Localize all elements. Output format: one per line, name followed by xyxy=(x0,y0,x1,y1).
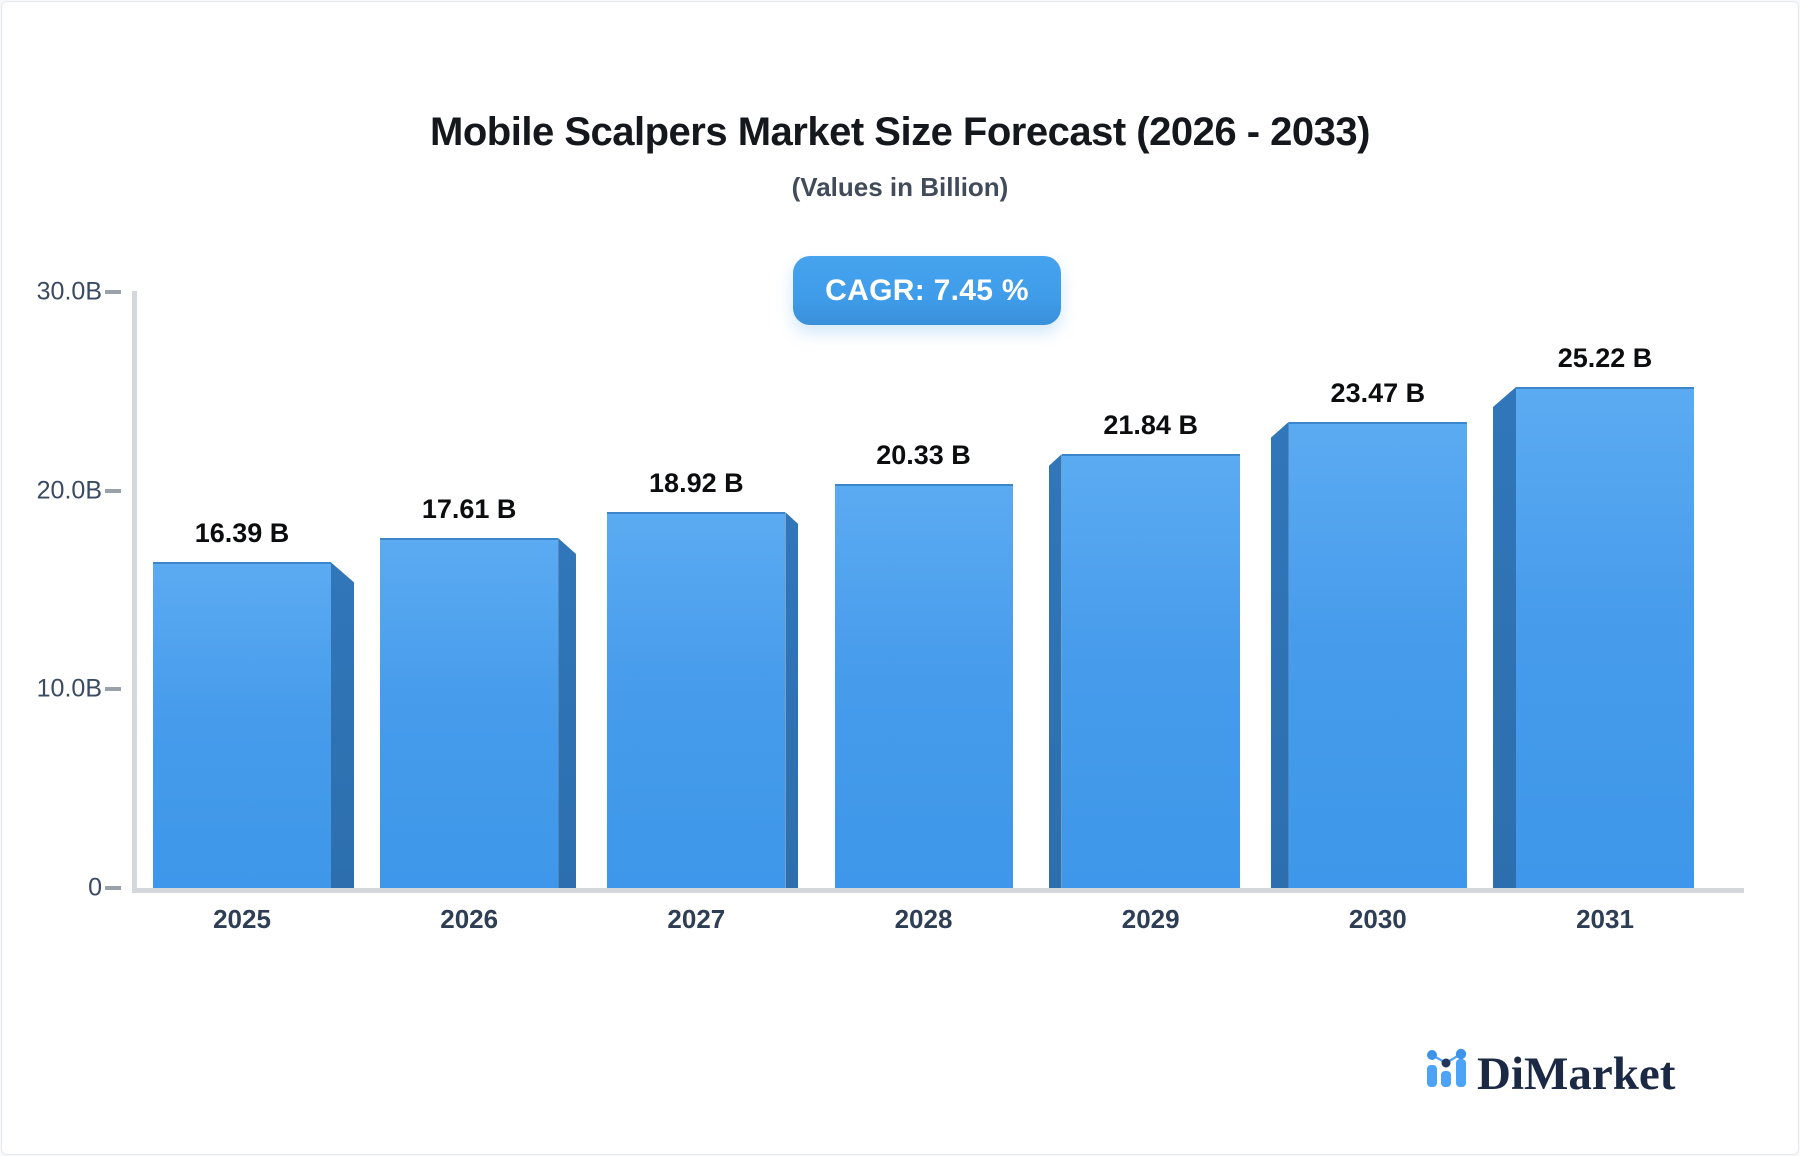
bar-value-label: 17.61 B xyxy=(421,494,517,525)
y-axis-label: 20.0B xyxy=(36,476,102,505)
x-axis-label: 2029 xyxy=(1121,904,1180,934)
x-axis-label: 2025 xyxy=(213,904,271,934)
x-axis-line xyxy=(132,888,1744,893)
y-axis-tick xyxy=(105,886,121,890)
x-axis-label: 2027 xyxy=(667,904,726,934)
bar-value-label: 23.47 B xyxy=(1330,377,1426,408)
bar-value-label: 21.84 B xyxy=(1103,410,1198,441)
bar-2025[interactable] xyxy=(153,562,331,888)
y-axis-line xyxy=(132,291,137,892)
x-axis-label: 2030 xyxy=(1348,904,1407,934)
x-axis-label: 2026 xyxy=(440,904,499,934)
cagr-badge-label: CAGR: 7.45 % xyxy=(825,273,1029,307)
bar-2030[interactable] xyxy=(1288,421,1467,888)
y-axis-tick xyxy=(105,687,121,692)
bar-value-label: 25.22 B xyxy=(1557,342,1653,373)
bar-value-label: 16.39 B xyxy=(194,518,290,549)
bar-2029[interactable] xyxy=(1061,454,1240,888)
bar-value-label: 20.33 B xyxy=(876,440,971,471)
bar-2026-side xyxy=(558,538,577,888)
logo-wordmark: DiMarket xyxy=(1477,1048,1676,1100)
bar-2027[interactable] xyxy=(607,512,786,888)
chart-title: Mobile Scalpers Market Size Forecast (20… xyxy=(430,110,1370,154)
bar-2030-side xyxy=(1270,421,1289,888)
y-axis-label: 0 xyxy=(88,873,102,902)
chart-subtitle: (Values in Billion) xyxy=(791,172,1009,202)
dimarket-logo: DiMarket xyxy=(1427,1048,1676,1100)
logo-bars-icon xyxy=(1427,1048,1467,1087)
bar-2027-side xyxy=(785,512,799,888)
bar-2026[interactable] xyxy=(380,538,559,888)
bar-value-label: 18.92 B xyxy=(649,468,744,499)
bar-2031-side xyxy=(1493,386,1517,888)
bar-2025-side xyxy=(331,562,354,888)
y-axis-label: 30.0B xyxy=(36,277,102,306)
bar-2028[interactable] xyxy=(834,484,1013,888)
bar-2029-side xyxy=(1048,454,1062,888)
x-axis-label: 2028 xyxy=(894,904,953,934)
y-axis-label: 10.0B xyxy=(36,674,102,703)
x-axis-label: 2031 xyxy=(1576,904,1634,934)
y-axis-tick xyxy=(105,290,121,294)
cagr-badge: CAGR: 7.45 % xyxy=(793,256,1061,325)
y-axis-tick xyxy=(105,488,121,493)
bar-2031[interactable] xyxy=(1516,386,1695,888)
